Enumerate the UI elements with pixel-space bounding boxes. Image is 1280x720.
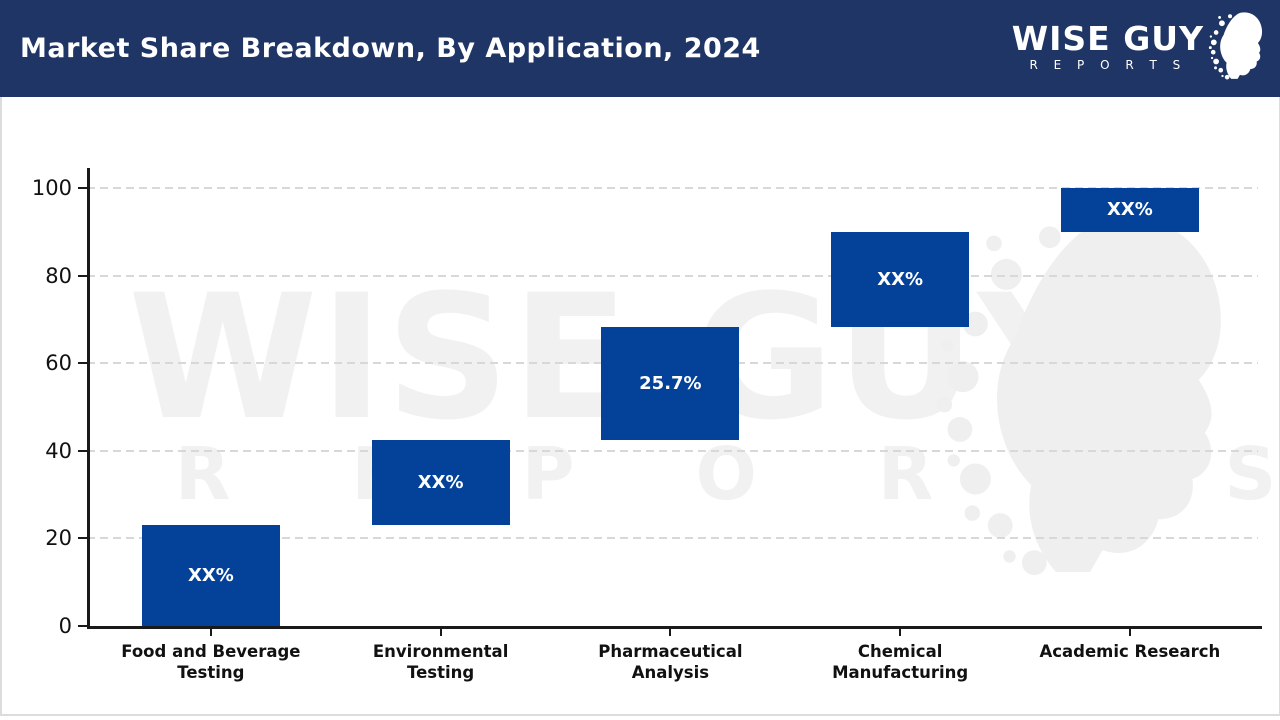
y-tick-label: 20 xyxy=(45,526,72,551)
waterfall-bar: XX% xyxy=(831,231,970,328)
y-tick xyxy=(78,449,87,452)
gridline xyxy=(87,274,1258,277)
x-axis-category-label-line: Testing xyxy=(177,662,245,682)
y-tick xyxy=(78,187,87,189)
header-bar: Market Share Breakdown, By Application, … xyxy=(0,0,1280,97)
bar-value-label: XX% xyxy=(1106,199,1153,221)
gridline xyxy=(87,187,1258,189)
y-tick-label: 0 xyxy=(58,614,72,638)
y-tick-label: 80 xyxy=(45,263,72,288)
x-axis-line xyxy=(87,626,1262,629)
x-axis-category-label: Chemical Manufacturing xyxy=(780,642,1020,683)
x-axis-category-label-line: Pharmaceutical xyxy=(598,642,743,661)
y-tick-label: 60 xyxy=(45,351,72,376)
x-axis-category-label-line: Manufacturing xyxy=(832,662,969,682)
waterfall-bar: XX% xyxy=(141,525,280,626)
x-axis-category-label: Environmental Testing xyxy=(321,642,561,683)
waterfall-bar: 25.7% xyxy=(601,327,740,440)
waterfall-bar: XX% xyxy=(371,439,510,526)
y-tick xyxy=(78,362,87,365)
gridline xyxy=(87,537,1258,540)
x-tick xyxy=(439,629,442,636)
x-tick xyxy=(209,629,212,636)
logo-text: WISE GUY R E P O R T S xyxy=(1012,22,1204,72)
y-axis-line xyxy=(87,168,90,629)
y-tick-label: 100 xyxy=(31,176,72,200)
waterfall-bar: XX% xyxy=(1060,188,1199,232)
x-tick xyxy=(1128,629,1131,636)
bar-value-label: XX% xyxy=(877,269,924,291)
y-tick xyxy=(78,625,87,627)
y-tick-label: 40 xyxy=(45,438,72,463)
x-tick xyxy=(669,629,672,636)
x-tick xyxy=(899,629,902,636)
bar-value-label: XX% xyxy=(187,565,234,587)
bar-value-label: XX% xyxy=(417,472,464,494)
x-axis-category-label-line: Environmental xyxy=(372,642,509,661)
x-axis-category-label-line: Academic Research xyxy=(1039,642,1221,661)
bar-value-label: 25.7% xyxy=(639,373,702,395)
chart-title: Market Share Breakdown, By Application, … xyxy=(20,33,761,64)
logo-reports-label: R E P O R T S xyxy=(1029,58,1187,72)
x-axis-category-label: Pharmaceutical Analysis xyxy=(550,642,790,683)
logo-wiseguy-label: WISE GUY xyxy=(1011,19,1204,58)
x-axis-category-label-line: Chemical xyxy=(857,642,943,661)
gridline xyxy=(87,449,1258,452)
x-axis-category-label-line: Testing xyxy=(407,662,475,682)
wise-guy-reports-logo: WISE GUY R E P O R T S xyxy=(1012,9,1266,85)
x-axis-category-label-line: Food and Beverage xyxy=(121,642,301,661)
y-tick xyxy=(78,537,87,540)
x-axis-category-label-line: Analysis xyxy=(631,662,710,682)
x-axis-category-label: Food and Beverage Testing xyxy=(91,642,331,683)
x-axis-category-label: Academic Research xyxy=(1010,642,1250,663)
y-tick xyxy=(78,274,87,277)
dotted-head-profile-icon xyxy=(1208,9,1266,85)
